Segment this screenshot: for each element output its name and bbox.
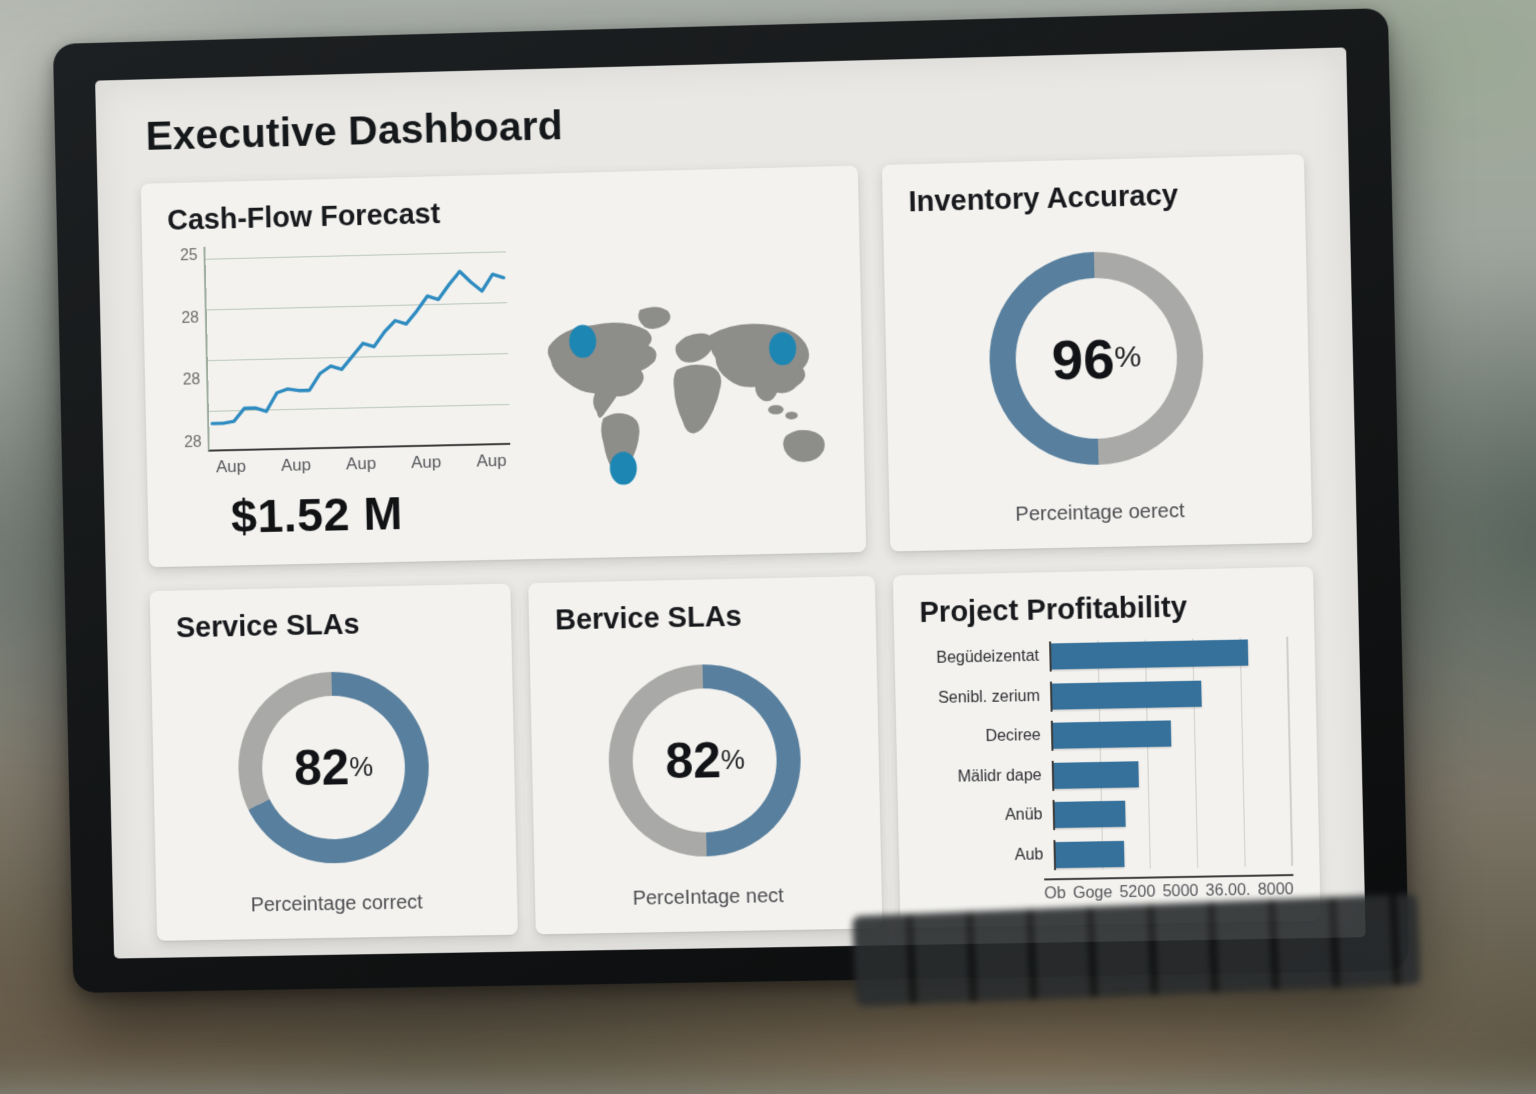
laptop-frame: Executive Dashboard Cash-Flow Forecast 2… <box>52 8 1421 1007</box>
cashflow-y-tick: 25 <box>179 247 198 265</box>
cashflow-x-tick: Aup <box>215 456 247 477</box>
cashflow-line-series <box>209 270 507 423</box>
bervice-donut-hole: 82% <box>631 687 779 834</box>
profit-x-tick: 36.00. <box>1205 881 1251 900</box>
inventory-donut-area: 96% <box>909 220 1285 496</box>
inventory-percent-value: 96 <box>1051 326 1116 391</box>
continent-north-america <box>547 321 658 419</box>
cashflow-x-tick: Aup <box>345 453 377 474</box>
profit-bar-track <box>1053 835 1294 871</box>
bervice-title: Bervice SLAs <box>554 600 743 637</box>
profit-x-tick: 8000 <box>1257 881 1294 899</box>
island-sea-1 <box>767 404 784 415</box>
cashflow-y-axis: 25 28 28 28 <box>168 247 209 478</box>
profit-bar-label: Mälidr dape <box>957 766 1042 786</box>
cashflow-y-tick: 28 <box>183 433 202 452</box>
cashflow-plot-area <box>203 239 511 452</box>
profit-gridlines <box>1050 636 1294 871</box>
profit-bar-row: Anüb <box>924 795 1293 833</box>
service-donut-hole: 82% <box>260 694 407 841</box>
profit-title: Project Profitability <box>919 591 1188 630</box>
world-map-svg <box>547 307 824 480</box>
service-donut-area: 82% <box>177 649 491 886</box>
inventory-donut-hole: 96% <box>1014 276 1179 441</box>
profit-bar-label: Anüb <box>1004 806 1043 825</box>
service-title: Service SLAs <box>175 608 360 645</box>
world-map <box>522 239 839 537</box>
service-caption: Perceintage correct <box>250 891 423 917</box>
service-donut-chart: 82% <box>236 670 431 865</box>
dashboard-screen: Executive Dashboard Cash-Flow Forecast 2… <box>95 47 1366 959</box>
profit-bar-fill <box>1055 840 1125 869</box>
profit-bar-label: Deciree <box>985 727 1042 746</box>
cashflow-y-tick: 28 <box>182 371 201 389</box>
profit-bar-row: Deciree <box>922 716 1291 753</box>
continent-africa <box>673 364 722 434</box>
card-cashflow-forecast: Cash-Flow Forecast 25 28 28 28 Aup Aup Aup Aup… <box>140 165 866 568</box>
service-percent-value: 82 <box>293 739 350 797</box>
profit-bar-track <box>1051 756 1292 791</box>
profit-bar-fill <box>1053 761 1140 789</box>
dashboard-row-bottom: Service SLAs 82% Perceintage correct Ber… <box>149 566 1321 941</box>
continent-asia <box>709 323 809 402</box>
profit-bar-track <box>1050 716 1291 752</box>
card-bervice-slas: Bervice SLAs 82% PerceIntage nect <box>528 575 883 935</box>
cashflow-x-tick: Aup <box>411 452 442 472</box>
inventory-percent-sign: % <box>1114 340 1142 374</box>
bervice-percent-sign: % <box>720 744 746 775</box>
profit-bar-fill <box>1052 720 1172 749</box>
profit-x-tick: Ob <box>1044 885 1066 903</box>
bervice-donut-area: 82% <box>556 642 855 880</box>
profit-bar-label: Senibl. zerium <box>937 687 1041 707</box>
profit-bar-row: Aub <box>925 835 1294 873</box>
cashflow-plot-wrap: Aup Aup Aup Aup Aup <box>203 239 511 477</box>
island-sea-2 <box>784 411 798 420</box>
dashboard-row-top: Cash-Flow Forecast 25 28 28 28 Aup Aup Aup Aup… <box>140 154 1313 568</box>
bervice-donut-chart: 82% <box>607 662 804 859</box>
cashflow-line-svg <box>205 239 510 449</box>
profit-x-tick: 5200 <box>1119 883 1156 902</box>
cashflow-x-tick: Aup <box>280 455 312 475</box>
inventory-donut-chart: 96% <box>987 249 1206 468</box>
cashflow-title: Cash-Flow Forecast <box>166 198 441 237</box>
bervice-caption: PerceIntage nect <box>632 885 784 910</box>
profit-x-tick: 5000 <box>1162 882 1199 901</box>
profit-bar-track <box>1052 795 1293 831</box>
profit-x-tick: Goge <box>1072 884 1113 903</box>
profit-bar-rows: Begüdeizentat Senibl. zerium Deciree Mälidr… <box>920 636 1294 873</box>
profit-bar-row: Senibl. zerium <box>921 676 1290 713</box>
continent-australia <box>782 429 824 462</box>
profit-bar-fill <box>1050 639 1249 670</box>
inventory-title: Inventory Accuracy <box>908 179 1179 219</box>
continent-europe <box>675 333 715 363</box>
profit-bar-label: Begüdeizentat <box>936 647 1040 667</box>
cashflow-chart-column: 25 28 28 28 Aup Aup Aup Aup Aup $1.52 M <box>168 239 512 544</box>
profit-bar-label: Aub <box>1014 846 1044 864</box>
card-inventory-accuracy: Inventory Accuracy 96% Perceintage oerec… <box>881 154 1313 552</box>
profit-bar-fill <box>1054 801 1126 829</box>
profit-bar-row: Begüdeizentat <box>920 636 1289 675</box>
page-title: Executive Dashboard <box>145 102 564 159</box>
cashflow-x-tick: Aup <box>476 450 507 471</box>
profit-bar-track <box>1049 676 1290 712</box>
cashflow-value: $1.52 M <box>230 486 404 543</box>
service-percent-sign: % <box>348 751 374 782</box>
card-service-slas: Service SLAs 82% Perceintage correct <box>149 583 519 941</box>
bervice-percent-value: 82 <box>664 732 722 790</box>
inventory-caption: Perceintage oerect <box>1015 500 1185 526</box>
cashflow-body: 25 28 28 28 Aup Aup Aup Aup Aup $1.52 M <box>168 231 839 545</box>
profit-bar-chart: Begüdeizentat Senibl. zerium Deciree Mälidr… <box>920 633 1294 906</box>
card-project-profitability: Project Profitability Begüdeizentat Senib… <box>892 566 1321 929</box>
profit-bar-track <box>1048 636 1289 672</box>
continent-greenland <box>638 307 671 330</box>
profit-bar-fill <box>1051 680 1202 710</box>
cashflow-y-tick: 28 <box>181 309 200 327</box>
cashflow-line-chart: 25 28 28 28 Aup Aup Aup Aup Aup <box>168 239 511 478</box>
profit-bar-row: Mälidr dape <box>923 756 1292 793</box>
